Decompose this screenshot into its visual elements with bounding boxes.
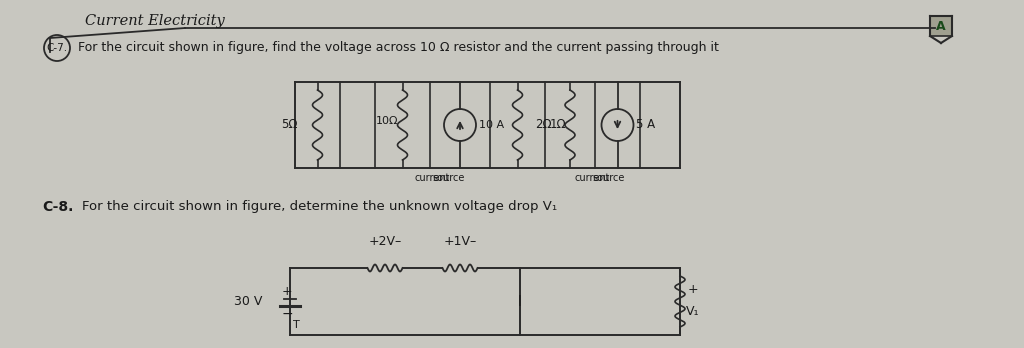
Text: 1Ω: 1Ω — [549, 119, 566, 132]
Text: current: current — [574, 173, 610, 183]
Text: source: source — [432, 173, 465, 183]
Text: 2Ω: 2Ω — [536, 119, 552, 132]
Text: 10 A: 10 A — [479, 120, 504, 130]
Text: source: source — [592, 173, 625, 183]
Text: −: − — [282, 307, 293, 321]
Text: +1V–: +1V– — [443, 235, 476, 248]
Text: 5 A: 5 A — [637, 119, 655, 132]
Text: V₁: V₁ — [686, 305, 699, 318]
Text: 10Ω: 10Ω — [376, 116, 398, 126]
Text: +2V–: +2V– — [369, 235, 401, 248]
Text: +: + — [688, 283, 698, 296]
Text: C-7.: C-7. — [46, 43, 68, 53]
Text: A: A — [936, 19, 946, 32]
Text: For the circuit shown in figure, determine the unknown voltage drop V₁: For the circuit shown in figure, determi… — [82, 200, 557, 213]
Text: 30 V: 30 V — [233, 295, 262, 308]
Bar — [930, 16, 952, 36]
Text: +: + — [282, 285, 292, 298]
Text: current: current — [415, 173, 451, 183]
Text: l: l — [518, 294, 522, 308]
Text: Current Electricity: Current Electricity — [85, 14, 224, 28]
Text: 5Ω: 5Ω — [281, 119, 298, 132]
Text: For the circuit shown in figure, find the voltage across 10 Ω resistor and the c: For the circuit shown in figure, find th… — [78, 41, 719, 55]
Text: C-8.: C-8. — [42, 200, 74, 214]
Text: T: T — [293, 319, 300, 330]
